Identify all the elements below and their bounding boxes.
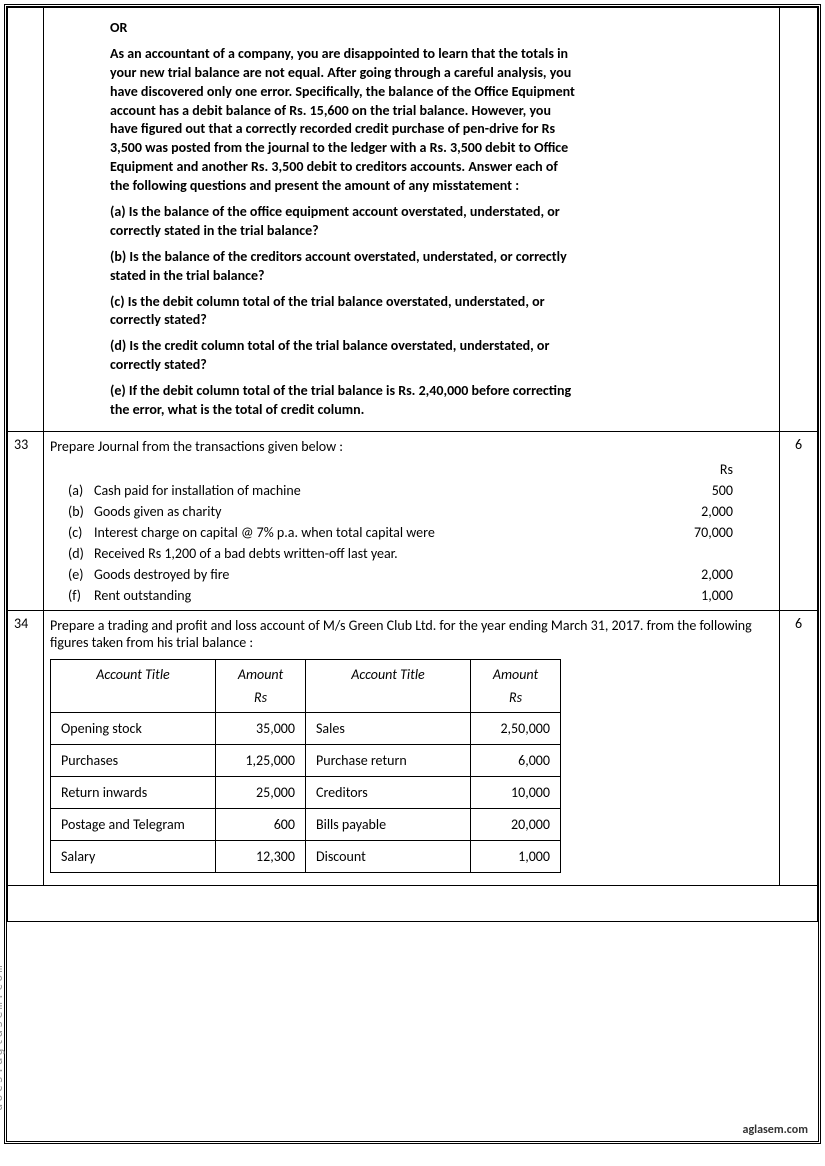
q33-item-desc: Interest charge on capital @ 7% p.a. whe… xyxy=(90,522,683,543)
tb-right-amount: 1,000 xyxy=(471,840,561,872)
tb-left-amount: 25,000 xyxy=(216,776,306,808)
tb-hdr-amount-l: Amount Rs xyxy=(216,659,306,712)
tb-hdr-amount-r: Amount Rs xyxy=(471,659,561,712)
q33-row: 33 Prepare Journal from the transactions… xyxy=(8,431,818,610)
q34-row: 34 Prepare a trading and profit and loss… xyxy=(8,610,818,885)
footer-brand: aglasem.com xyxy=(743,1123,808,1137)
q33-transaction-row: (e)Goods destroyed by fire2,000 xyxy=(50,564,773,585)
tb-right-title: Bills payable xyxy=(306,808,471,840)
q33-item-label: (c) xyxy=(50,522,90,543)
q32-body-cell: OR As an accountant of a company, you ar… xyxy=(44,8,780,432)
tb-row: Return inwards25,000Creditors10,000 xyxy=(51,776,561,808)
tb-row: Postage and Telegram600Bills payable20,0… xyxy=(51,808,561,840)
q32-part-b: (b) Is the balance of the creditors acco… xyxy=(110,248,580,286)
tb-left-amount: 35,000 xyxy=(216,712,306,744)
tb-right-amount: 6,000 xyxy=(471,744,561,776)
tb-hdr-title-l: Account Title xyxy=(51,659,216,712)
q33-item-amount: 500 xyxy=(683,480,773,501)
tb-hdr-rs-l: Rs xyxy=(226,689,295,706)
q33-transaction-row: (a)Cash paid for installation of machine… xyxy=(50,480,773,501)
q33-item-label: (e) xyxy=(50,564,90,585)
q33-transaction-row: (c)Interest charge on capital @ 7% p.a. … xyxy=(50,522,773,543)
tb-hdr-amount-r-text: Amount xyxy=(493,666,538,683)
tb-row: Salary12,300Discount1,000 xyxy=(51,840,561,872)
q32-marks-cell xyxy=(780,8,818,432)
q33-item-desc: Goods given as charity xyxy=(90,501,683,522)
q33-item-amount xyxy=(683,543,773,564)
q32-or-label: OR xyxy=(110,19,580,38)
q32-part-e: (e) If the debit column total of the tri… xyxy=(110,382,580,420)
tb-hdr-title-r-text: Account Title xyxy=(351,666,424,683)
q34-body: Prepare a trading and profit and loss ac… xyxy=(44,610,780,885)
q33-item-desc: Received Rs 1,200 of a bad debts written… xyxy=(90,543,683,564)
tb-left-title: Opening stock xyxy=(51,712,216,744)
q34-trial-balance-table: Account Title Amount Rs Account Title Am… xyxy=(50,659,561,873)
q33-item-amount: 2,000 xyxy=(683,564,773,585)
q32-part-c: (c) Is the debit column total of the tri… xyxy=(110,293,580,331)
q33-item-desc: Rent outstanding xyxy=(90,585,683,606)
q33-marks: 6 xyxy=(780,431,818,610)
q32-part-d: (d) Is the credit column total of the tr… xyxy=(110,337,580,375)
tb-right-title: Creditors xyxy=(306,776,471,808)
watermark-left: docs.aglasem.com xyxy=(0,963,5,1111)
questions-table: OR As an accountant of a company, you ar… xyxy=(7,7,818,922)
tb-right-amount: 10,000 xyxy=(471,776,561,808)
tb-right-title: Discount xyxy=(306,840,471,872)
q34-intro: Prepare a trading and profit and loss ac… xyxy=(50,617,773,651)
tb-left-amount: 1,25,000 xyxy=(216,744,306,776)
tb-row: Purchases1,25,000Purchase return6,000 xyxy=(51,744,561,776)
q33-item-amount: 1,000 xyxy=(683,585,773,606)
q32-para: As an accountant of a company, you are d… xyxy=(110,45,580,196)
tb-hdr-title-r: Account Title xyxy=(306,659,471,712)
q33-item-label: (b) xyxy=(50,501,90,522)
q32-number-cell xyxy=(8,8,44,432)
page-frame: OR As an accountant of a company, you ar… xyxy=(4,4,821,1144)
tb-hdr-amount-l-text: Amount xyxy=(238,666,283,683)
q33-transaction-row: (f)Rent outstanding1,000 xyxy=(50,585,773,606)
q32-row: OR As an accountant of a company, you ar… xyxy=(8,8,818,432)
q33-transactions-table: Rs (a)Cash paid for installation of mach… xyxy=(50,459,773,606)
tb-left-amount: 600 xyxy=(216,808,306,840)
q33-item-label: (a) xyxy=(50,480,90,501)
q34-number: 34 xyxy=(8,610,44,885)
tb-row: Opening stock35,000Sales2,50,000 xyxy=(51,712,561,744)
q33-number: 33 xyxy=(8,431,44,610)
tb-right-title: Purchase return xyxy=(306,744,471,776)
q33-item-label: (d) xyxy=(50,543,90,564)
q33-transaction-row: (b)Goods given as charity2,000 xyxy=(50,501,773,522)
q33-item-desc: Goods destroyed by fire xyxy=(90,564,683,585)
tb-left-title: Purchases xyxy=(51,744,216,776)
q33-item-desc: Cash paid for installation of machine xyxy=(90,480,683,501)
q33-rs-header: Rs xyxy=(683,459,773,480)
q34-marks: 6 xyxy=(780,610,818,885)
tb-right-title: Sales xyxy=(306,712,471,744)
q32-part-a: (a) Is the balance of the office equipme… xyxy=(110,203,580,241)
tb-right-amount: 20,000 xyxy=(471,808,561,840)
tb-right-amount: 2,50,000 xyxy=(471,712,561,744)
q33-transaction-row: (d)Received Rs 1,200 of a bad debts writ… xyxy=(50,543,773,564)
q33-intro: Prepare Journal from the transactions gi… xyxy=(50,438,773,455)
tb-left-title: Postage and Telegram xyxy=(51,808,216,840)
q33-item-amount: 2,000 xyxy=(683,501,773,522)
tb-left-title: Return inwards xyxy=(51,776,216,808)
tb-left-title: Salary xyxy=(51,840,216,872)
q33-item-amount: 70,000 xyxy=(683,522,773,543)
tb-left-amount: 12,300 xyxy=(216,840,306,872)
spacer-row xyxy=(8,885,818,921)
q33-item-label: (f) xyxy=(50,585,90,606)
tb-hdr-title-l-text: Account Title xyxy=(96,666,169,683)
q33-body: Prepare Journal from the transactions gi… xyxy=(44,431,780,610)
tb-hdr-rs-r: Rs xyxy=(481,689,550,706)
